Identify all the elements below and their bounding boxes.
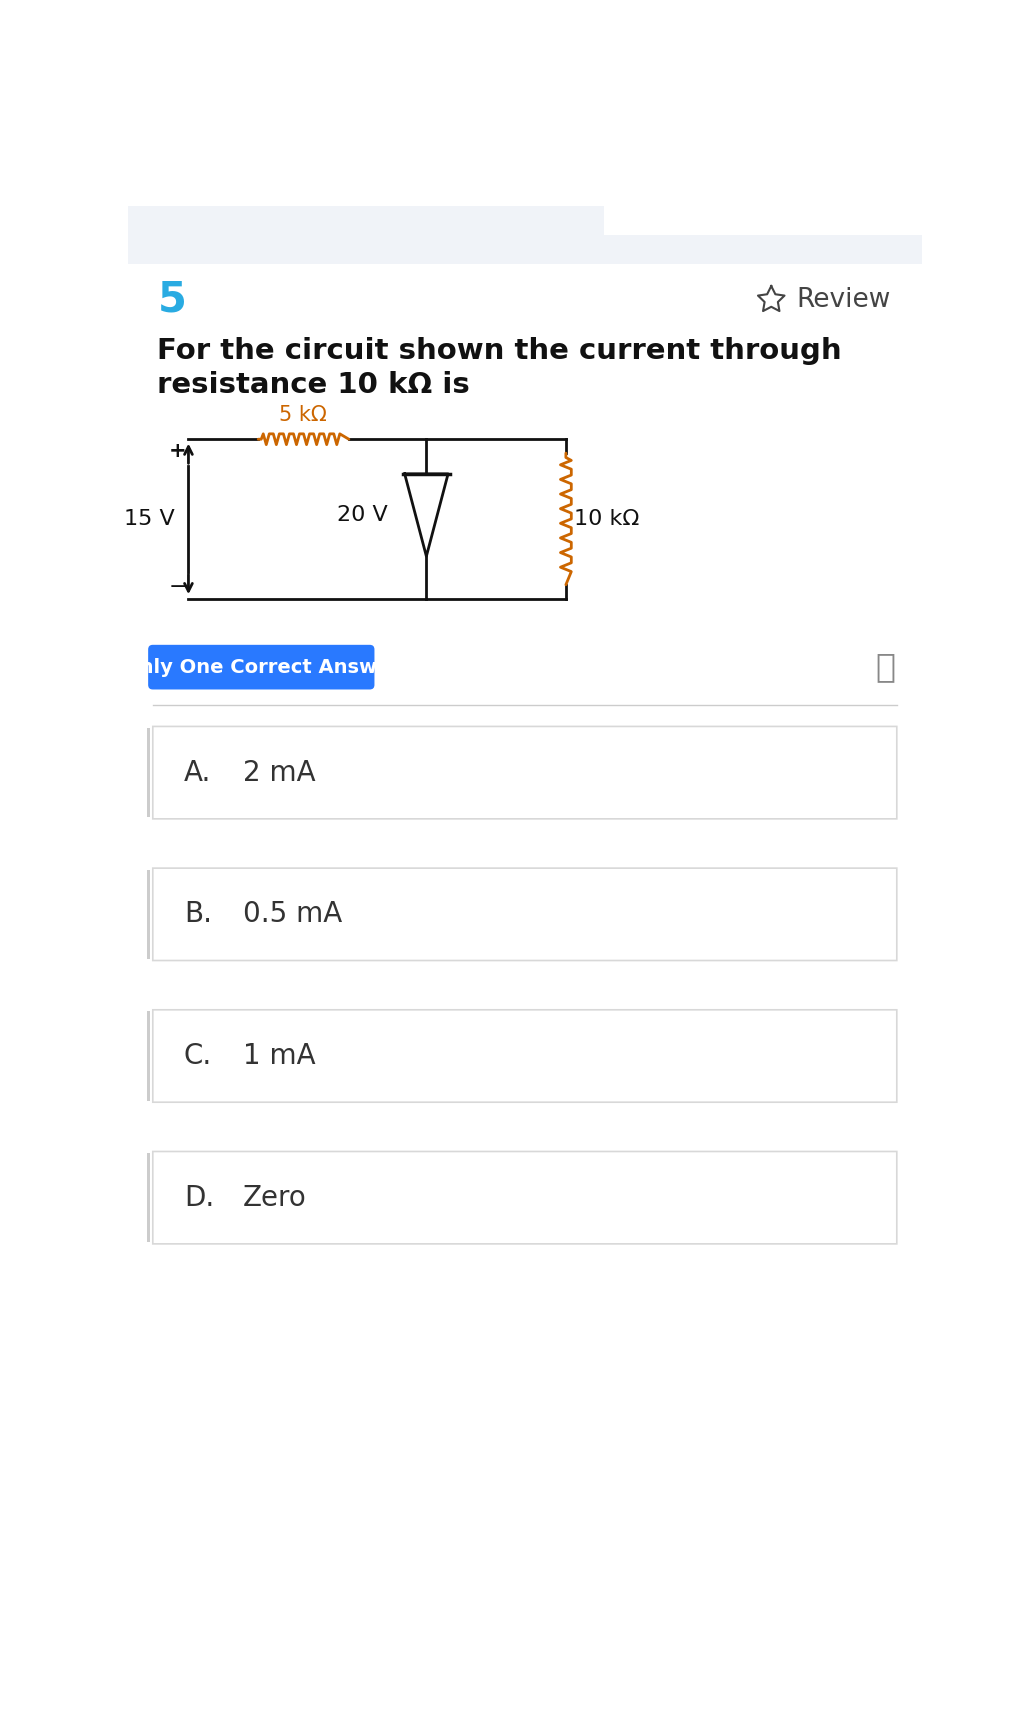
FancyBboxPatch shape	[148, 645, 375, 690]
Text: Review: Review	[796, 287, 891, 312]
FancyBboxPatch shape	[604, 206, 922, 235]
Text: 10 kΩ: 10 kΩ	[573, 510, 639, 529]
Text: 20 V: 20 V	[337, 505, 388, 525]
FancyBboxPatch shape	[146, 870, 151, 959]
Text: 15 V: 15 V	[124, 510, 174, 529]
Text: Zero: Zero	[243, 1184, 306, 1211]
Text: −: −	[168, 577, 187, 597]
Text: 2 mA: 2 mA	[243, 758, 315, 786]
FancyBboxPatch shape	[128, 206, 922, 264]
FancyBboxPatch shape	[146, 728, 151, 817]
FancyBboxPatch shape	[153, 868, 897, 961]
Text: For the circuit shown the current through: For the circuit shown the current throug…	[158, 336, 842, 366]
Text: 5: 5	[158, 280, 186, 321]
FancyBboxPatch shape	[153, 726, 897, 819]
Text: resistance 10 kΩ is: resistance 10 kΩ is	[158, 371, 470, 398]
FancyBboxPatch shape	[146, 1153, 151, 1242]
Text: Only One Correct Answer: Only One Correct Answer	[123, 657, 399, 676]
Text: D.: D.	[183, 1184, 214, 1211]
Text: C.: C.	[183, 1042, 212, 1071]
Text: +: +	[169, 441, 186, 462]
Text: 5 kΩ: 5 kΩ	[280, 405, 327, 426]
Text: A.: A.	[183, 758, 211, 786]
Text: B.: B.	[183, 901, 212, 928]
FancyBboxPatch shape	[153, 1009, 897, 1102]
Text: 1 mA: 1 mA	[243, 1042, 315, 1071]
FancyBboxPatch shape	[153, 1151, 897, 1244]
FancyBboxPatch shape	[146, 1011, 151, 1100]
Text: ⓘ: ⓘ	[876, 650, 895, 683]
Text: 0.5 mA: 0.5 mA	[243, 901, 342, 928]
